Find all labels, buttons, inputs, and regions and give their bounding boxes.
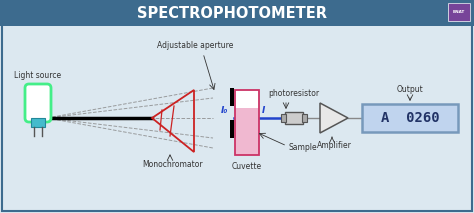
Bar	[281, 114, 286, 122]
Bar	[0, 0, 474, 26]
Text: I₀: I₀	[221, 106, 228, 115]
Bar	[31, 118, 45, 127]
Bar	[362, 104, 458, 132]
Polygon shape	[320, 103, 348, 133]
Text: Amplifier: Amplifier	[317, 141, 351, 150]
Bar	[235, 90, 259, 108]
Text: A  0260: A 0260	[381, 111, 439, 125]
Text: Sample: Sample	[289, 144, 318, 153]
Text: Output: Output	[397, 85, 423, 94]
Bar	[285, 112, 303, 124]
Text: Adjustable aperture: Adjustable aperture	[157, 41, 233, 50]
Text: Light source: Light source	[14, 71, 62, 80]
Text: SPECTROPHOTOMETER: SPECTROPHOTOMETER	[137, 6, 327, 20]
FancyBboxPatch shape	[25, 84, 51, 122]
Bar	[230, 88, 234, 106]
Bar	[448, 3, 470, 21]
Text: Cuvette: Cuvette	[232, 162, 262, 171]
Bar	[235, 90, 259, 155]
Bar	[235, 108, 259, 155]
Text: I: I	[262, 106, 265, 115]
Text: Monochromator: Monochromator	[143, 160, 203, 169]
Bar	[230, 120, 234, 138]
Bar	[302, 114, 307, 122]
Text: BNAT: BNAT	[453, 10, 465, 14]
Text: photoresistor: photoresistor	[268, 89, 319, 98]
